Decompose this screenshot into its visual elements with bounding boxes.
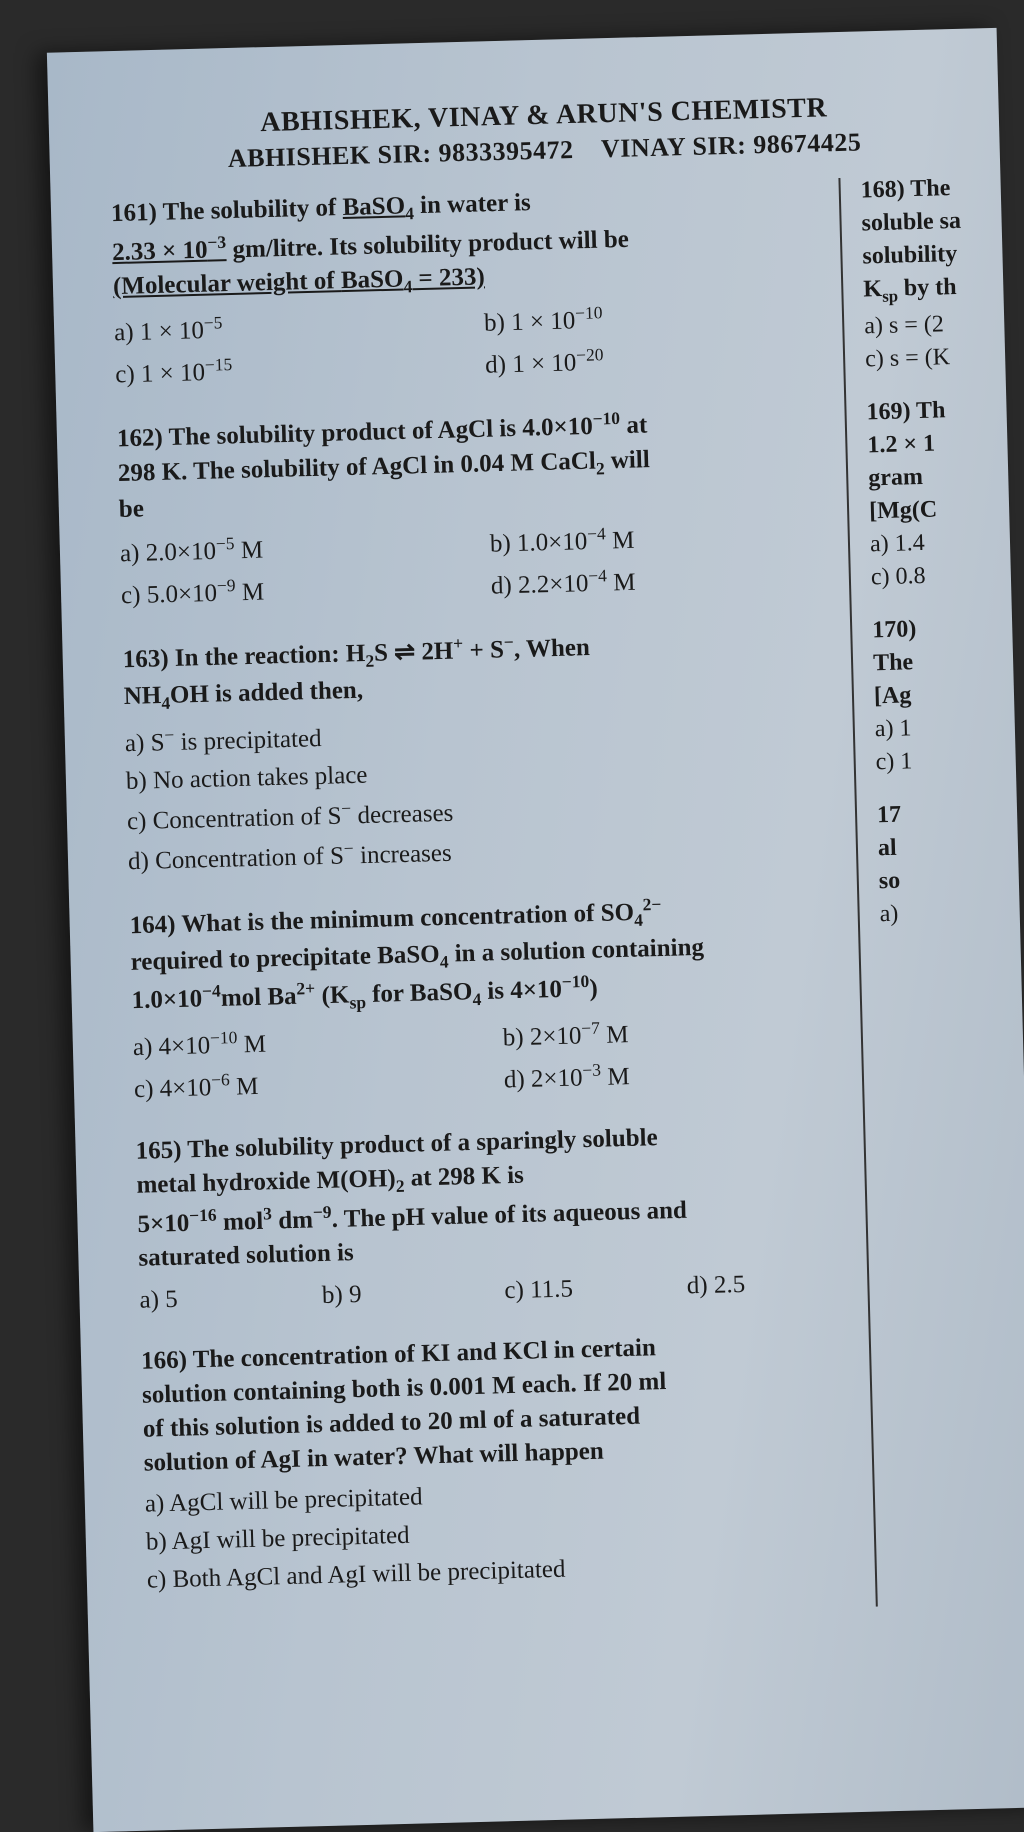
r168-b: soluble sa <box>861 207 982 237</box>
r17-c: so <box>878 865 999 895</box>
q165-a: The solubility product of a sparingly so… <box>187 1124 658 1163</box>
fragment-170: 170) The [Ag a) 1 c) 1 <box>872 614 996 776</box>
q166-d: solution of AgI in water? What will happ… <box>143 1437 604 1476</box>
fragment-169: 169) Th 1.2 × 1 gram [Mg(C a) 1.4 c) 0.8 <box>866 396 991 591</box>
q164-a: What is the minimum concentration of SO <box>181 899 634 938</box>
r170-e: c) 1 <box>875 746 996 776</box>
r169-e: a) 1.4 <box>870 528 991 558</box>
r168-e: a) s = (2 <box>864 310 985 340</box>
header-contact-1: ABHISHEK SIR: 9833395472 <box>227 135 573 173</box>
q161-num: 161) <box>111 199 158 227</box>
q165-b: metal hydroxide M(OH) <box>136 1165 396 1199</box>
q165-opt-c: c) 11.5 <box>504 1269 667 1307</box>
q164-opt-a: a) 4×10−10 M <box>132 1020 473 1065</box>
q165-num: 165) <box>135 1137 182 1165</box>
q161-mw2: = 233) <box>412 263 485 292</box>
q165-d: saturated solution is <box>138 1239 354 1272</box>
r168-c: solubility <box>862 240 983 270</box>
q161-baso4: BaSO <box>342 192 405 221</box>
q165-opt-d: d) 2.5 <box>686 1265 849 1303</box>
r170-b: The <box>873 647 994 677</box>
q161-text-d: gm/litre. Its solubility product will be <box>226 226 629 264</box>
q161-opt-a: a) 1 × 10−5 <box>114 306 455 351</box>
r17-d: a) <box>879 898 1000 928</box>
q162-opt-d: d) 2.2×10−4 M <box>490 558 831 603</box>
q163-num: 163) <box>122 645 169 673</box>
q162-c: be <box>118 496 144 524</box>
question-165: 165) The solubility product of a sparing… <box>135 1117 850 1317</box>
r169-b: 1.2 × 1 <box>867 429 988 459</box>
q161-opt-c: c) 1 × 10−15 <box>115 348 456 393</box>
q161-text-e: (Molecular weight of <box>113 267 342 300</box>
q164-opt-d: d) 2×10−3 M <box>503 1052 844 1097</box>
left-column: 161) The solubility of BaSO4 in water is… <box>111 178 878 1625</box>
q165-c: 5×10 <box>137 1209 189 1237</box>
r168-a: 168) The <box>860 174 981 204</box>
q162-b: 298 K. The solubility of AgCl in 0.04 M … <box>118 447 597 487</box>
q164-num: 164) <box>129 911 176 939</box>
r169-c: gram <box>868 462 989 492</box>
q161-text-b: in water is <box>413 189 531 219</box>
q161-mw: BaSO <box>341 265 404 294</box>
q164-opt-b: b) 2×10−7 M <box>502 1010 843 1055</box>
question-161: 161) The solubility of BaSO4 in water is… <box>111 179 826 393</box>
r170-d: a) 1 <box>875 713 996 743</box>
r168-f: c) s = (K <box>865 343 986 373</box>
q165-opt-a: a) 5 <box>139 1279 302 1317</box>
q162-a: The solubility product of AgCl is 4.0×10 <box>168 413 593 451</box>
q161-text-a: The solubility of <box>162 194 343 226</box>
q162-opt-a: a) 2.0×10−5 M <box>120 526 461 571</box>
right-column: 168) The soluble sa solubility Ksp by th… <box>860 174 1017 1605</box>
question-163: 163) In the reaction: H2S ⇌ 2H+ + S−, Wh… <box>122 622 838 878</box>
q161-val: 2.33 × 10 <box>112 237 208 266</box>
header-contact-2: VINAY SIR: 98674425 <box>601 127 862 163</box>
r168-d: Ksp by th <box>863 273 984 307</box>
q163-f: NH <box>123 682 161 710</box>
r17-b: al <box>878 832 999 862</box>
r170-c: [Ag <box>874 680 995 710</box>
q162-opt-c: c) 5.0×10−9 M <box>121 568 462 613</box>
q166-b: solution containing both is 0.001 M each… <box>142 1368 667 1409</box>
r169-d: [Mg(C <box>869 495 990 525</box>
question-166: 166) The concentration of KI and KCl in … <box>141 1326 857 1597</box>
q165-opt-b: b) 9 <box>322 1274 485 1312</box>
q166-num: 166) <box>141 1347 188 1375</box>
q161-val-exp: −3 <box>207 232 226 252</box>
r17-a: 17 <box>877 799 998 829</box>
q163-a: In the reaction: H <box>174 640 365 672</box>
question-164: 164) What is the minimum concentration o… <box>129 888 844 1107</box>
content-columns: 161) The solubility of BaSO4 in water is… <box>111 174 1018 1625</box>
r170-a: 170) <box>872 614 993 644</box>
question-162: 162) The solubility product of AgCl is 4… <box>117 402 832 613</box>
q164-b: required to precipitate BaSO <box>130 940 440 975</box>
q166-c: of this solution is added to 20 ml of a … <box>143 1402 641 1442</box>
q164-opt-c: c) 4×10−6 M <box>134 1062 475 1107</box>
q161-opt-b: b) 1 × 10−10 <box>484 296 825 341</box>
document-page: ABHISHEK, VINAY & ARUN'S CHEMISTR ABHISH… <box>47 28 1024 1832</box>
q161-opt-d: d) 1 × 10−20 <box>485 338 826 383</box>
q162-opt-b: b) 1.0×10−4 M <box>489 516 830 561</box>
q164-c: 1.0×10 <box>131 986 202 1015</box>
fragment-17x: 17 al so a) <box>877 799 1000 928</box>
q166-a: The concentration of KI and KCl in certa… <box>192 1335 656 1374</box>
fragment-168: 168) The soluble sa solubility Ksp by th… <box>860 174 985 373</box>
r169-a: 169) Th <box>866 396 987 426</box>
r169-f: c) 0.8 <box>871 561 992 591</box>
equilibrium-arrow-icon: ⇌ <box>394 638 416 667</box>
q162-num: 162) <box>117 425 164 453</box>
